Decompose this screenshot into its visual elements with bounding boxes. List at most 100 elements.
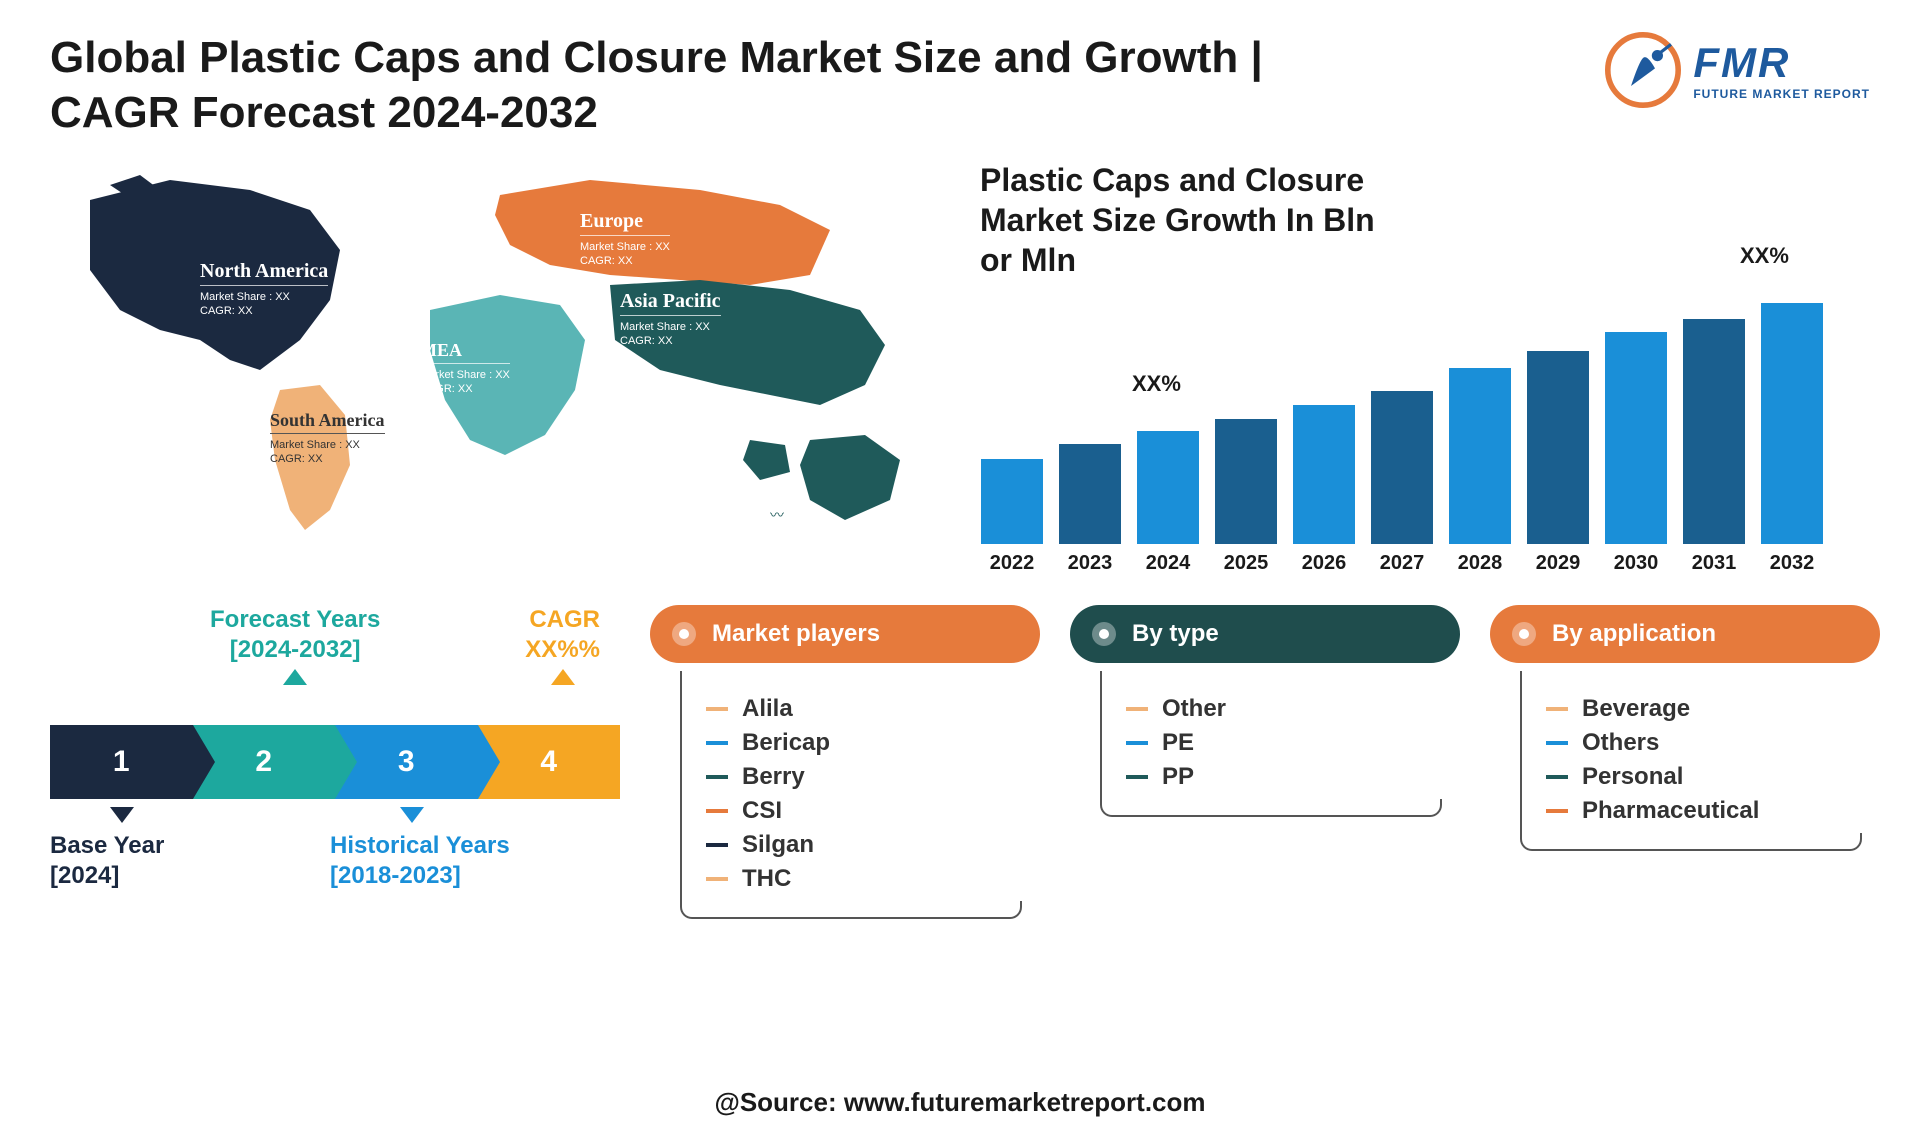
region-label-europe: Europe Market Share : XX CAGR: XX (580, 210, 670, 269)
category-item: PE (1126, 729, 1440, 757)
category-item-label: THC (742, 865, 791, 893)
bar-2032: 2032 (1760, 303, 1824, 575)
category-item: Alila (706, 695, 1020, 723)
region-label-mea: MEA Market Share : XX CAGR: XX (420, 340, 510, 397)
region-name: South America (270, 410, 385, 431)
category-item: THC (706, 865, 1020, 893)
region-share: Market Share : XX (270, 438, 385, 452)
svg-text:〰: 〰 (770, 507, 784, 523)
region-share: Market Share : XX (200, 290, 328, 304)
category-item-label: Berry (742, 763, 805, 791)
source-attribution: @Source: www.futuremarketreport.com (0, 1087, 1920, 1118)
bar-label: 2027 (1380, 552, 1425, 575)
dot-icon (672, 622, 696, 646)
category-item-label: Pharmaceutical (1582, 797, 1759, 825)
dot-icon (1092, 622, 1116, 646)
timeline-bar: 1234 (50, 725, 620, 799)
tick-icon (706, 775, 728, 779)
category-item-label: Beverage (1582, 695, 1690, 723)
category-item: Bericap (706, 729, 1020, 757)
region-cagr: CAGR: XX (420, 382, 510, 396)
arrow-down-icon (400, 807, 424, 823)
bar-rect (1137, 431, 1199, 544)
bar-2022: 2022 (980, 459, 1044, 575)
bar-2031: 2031 (1682, 319, 1746, 575)
cagr-text: CAGR (525, 605, 600, 635)
region-label-asia-pacific: Asia Pacific Market Share : XX CAGR: XX (620, 290, 721, 349)
cagr-label: CAGR XX%% (525, 605, 600, 685)
base-year-label: Base Year [2024] (50, 831, 164, 891)
bar-label: 2029 (1536, 552, 1581, 575)
category-item-label: PE (1162, 729, 1194, 757)
category-pill: By type (1070, 605, 1460, 663)
tick-icon (706, 877, 728, 881)
region-cagr: CAGR: XX (270, 452, 385, 466)
category-title: By type (1132, 620, 1219, 648)
cagr-value: XX%% (525, 635, 600, 665)
tick-icon (706, 843, 728, 847)
category-item-label: Alila (742, 695, 793, 723)
tick-icon (1126, 741, 1148, 745)
bar-2025: 2025 (1214, 419, 1278, 575)
tick-icon (1546, 809, 1568, 813)
page-title: Global Plastic Caps and Closure Market S… (50, 30, 1350, 140)
bar-2029: 2029 (1526, 351, 1590, 575)
region-share: Market Share : XX (420, 368, 510, 382)
bar-2023: 2023 (1058, 444, 1122, 575)
bar-2027: 2027 (1370, 391, 1434, 575)
arrow-up-icon (283, 669, 307, 685)
bar-label: 2024 (1146, 552, 1191, 575)
tick-icon (1546, 741, 1568, 745)
category-list: Beverage Others Personal Pharmaceutical (1520, 671, 1860, 851)
bar-2026: 2026 (1292, 405, 1356, 575)
region-cagr: CAGR: XX (200, 304, 328, 318)
chart-title: Plastic Caps and Closure Market Size Gro… (980, 160, 1380, 280)
header: Global Plastic Caps and Closure Market S… (50, 30, 1870, 140)
category-item: Others (1546, 729, 1860, 757)
arrow-up-icon (551, 669, 575, 685)
region-cagr: CAGR: XX (620, 334, 721, 348)
bar-label: 2022 (990, 552, 1035, 575)
forecast-range: [2024-2032] (210, 635, 380, 665)
category-item-label: Silgan (742, 831, 814, 859)
category-item: Other (1126, 695, 1440, 723)
bar-annotation: XX% (1132, 371, 1181, 397)
base-value: [2024] (50, 861, 164, 891)
category-by-type: By type Other PE PP (1070, 605, 1460, 919)
bar-label: 2025 (1224, 552, 1269, 575)
category-item-label: PP (1162, 763, 1194, 791)
bar-rect (1527, 351, 1589, 544)
bar-rect (1371, 391, 1433, 544)
bar-rect (1215, 419, 1277, 544)
bar-rect (1449, 368, 1511, 544)
bar-label: 2023 (1068, 552, 1113, 575)
tick-icon (706, 809, 728, 813)
category-pill: By application (1490, 605, 1880, 663)
category-item: Beverage (1546, 695, 1860, 723)
region-share: Market Share : XX (580, 240, 670, 254)
region-label-south-america: South America Market Share : XX CAGR: XX (270, 410, 385, 467)
bar-rect (1605, 332, 1667, 544)
growth-bar-chart: Plastic Caps and Closure Market Size Gro… (980, 160, 1870, 575)
timeline: Forecast Years [2024-2032] CAGR XX%% 123… (50, 605, 620, 907)
region-label-north-america: North America Market Share : XX CAGR: XX (200, 260, 328, 319)
bar-label: 2026 (1302, 552, 1347, 575)
category-item: PP (1126, 763, 1440, 791)
category-item-label: Bericap (742, 729, 830, 757)
hist-text: Historical Years (330, 831, 510, 861)
bar-rect (1059, 444, 1121, 544)
world-map: 〰 North America Market Share : XX CAGR: … (50, 160, 950, 540)
bar-2030: 2030 (1604, 332, 1668, 575)
category-item-label: CSI (742, 797, 782, 825)
region-name: North America (200, 260, 328, 283)
region-name: MEA (420, 340, 510, 361)
bar-annotation: XX% (1740, 243, 1789, 269)
tick-icon (1126, 775, 1148, 779)
base-text: Base Year (50, 831, 164, 861)
category-item: Personal (1546, 763, 1860, 791)
forecast-label: Forecast Years [2024-2032] (210, 605, 380, 685)
bar-rect (1761, 303, 1823, 544)
category-item: Silgan (706, 831, 1020, 859)
historical-label: Historical Years [2018-2023] (330, 831, 510, 891)
category-item: Berry (706, 763, 1020, 791)
